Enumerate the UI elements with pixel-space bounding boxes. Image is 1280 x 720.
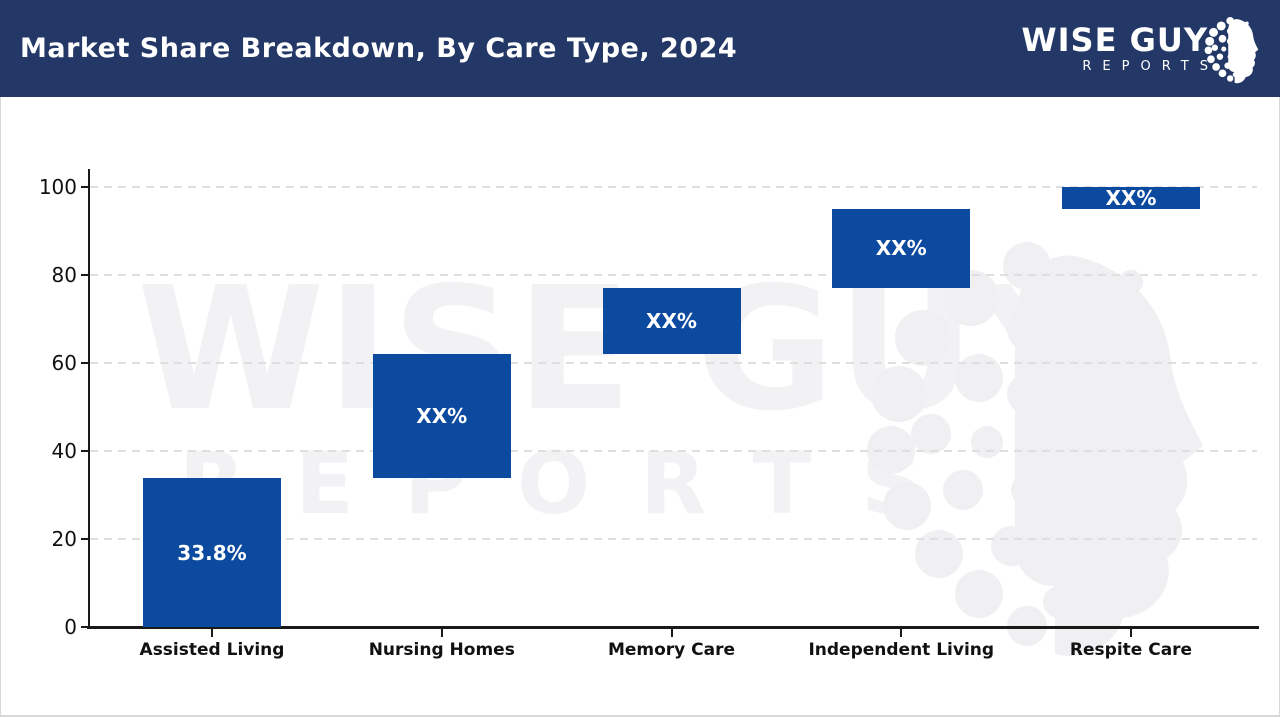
bar-respite-care (1062, 186, 1200, 209)
logo-wordmark: WISE GUY (1021, 21, 1208, 59)
bar-assisted-living (143, 478, 281, 627)
y-tick-0 (81, 626, 88, 628)
gridline-20 (90, 537, 1257, 540)
x-axis-label: Assisted Living (139, 640, 285, 660)
y-axis-tick-label: 0 (64, 615, 77, 639)
header-bar: Market Share Breakdown, By Care Type, 20… (0, 0, 1280, 97)
bar-memory-care (602, 287, 741, 354)
y-axis-tick-label: 80 (51, 262, 77, 287)
y-tick-20 (81, 537, 88, 540)
x-tick-0 (211, 629, 213, 637)
watermark-subtitle: REPORTS (179, 434, 974, 534)
y-axis-tick-label: 20 (51, 526, 77, 551)
y-axis-tick-label: 60 (51, 350, 77, 375)
x-axis-label: Memory Care (607, 640, 736, 660)
x-axis-line (87, 626, 1259, 629)
logo-subtitle: REPORTS (1082, 59, 1219, 74)
y-axis-tick-label: 100 (38, 174, 77, 199)
wise-guy-reports-logo: WISE GUY REPORTS (1021, 0, 1266, 97)
y-axis-tick-label: 40 (51, 438, 77, 463)
x-axis-label: Nursing Homes (368, 640, 515, 660)
bar-value-label: XX% (875, 236, 927, 261)
y-tick-100 (81, 185, 88, 188)
gridline-40 (90, 449, 1257, 452)
gridline-80 (90, 273, 1257, 276)
x-tick-2 (670, 629, 673, 637)
y-tick-80 (81, 273, 88, 276)
bar-independent-living (832, 208, 971, 288)
y-axis-line (88, 169, 90, 628)
gridline-60 (90, 361, 1257, 364)
logo-text: WISE GUY REPORTS (1021, 24, 1208, 73)
x-axis-label: Respite Care (1069, 640, 1193, 660)
gridline-100 (90, 185, 1257, 188)
bar-value-label: XX% (1105, 185, 1157, 210)
y-tick-60 (81, 361, 88, 364)
y-tick-40 (81, 449, 88, 452)
page-title: Market Share Breakdown, By Care Type, 20… (20, 33, 738, 64)
x-tick-4 (1130, 629, 1132, 637)
x-tick-1 (440, 629, 443, 637)
x-axis-label: Independent Living (808, 640, 995, 660)
bar-nursing-homes (372, 353, 511, 479)
bar-value-label: XX% (416, 404, 468, 428)
x-tick-3 (900, 629, 903, 637)
chart-area: WISE GUY REPORTS 02040608010033.8%Assist… (0, 97, 1280, 717)
dotted-head-logo-icon (1204, 16, 1259, 83)
bar-value-label: 33.8% (177, 540, 247, 565)
bar-value-label: XX% (646, 308, 697, 333)
